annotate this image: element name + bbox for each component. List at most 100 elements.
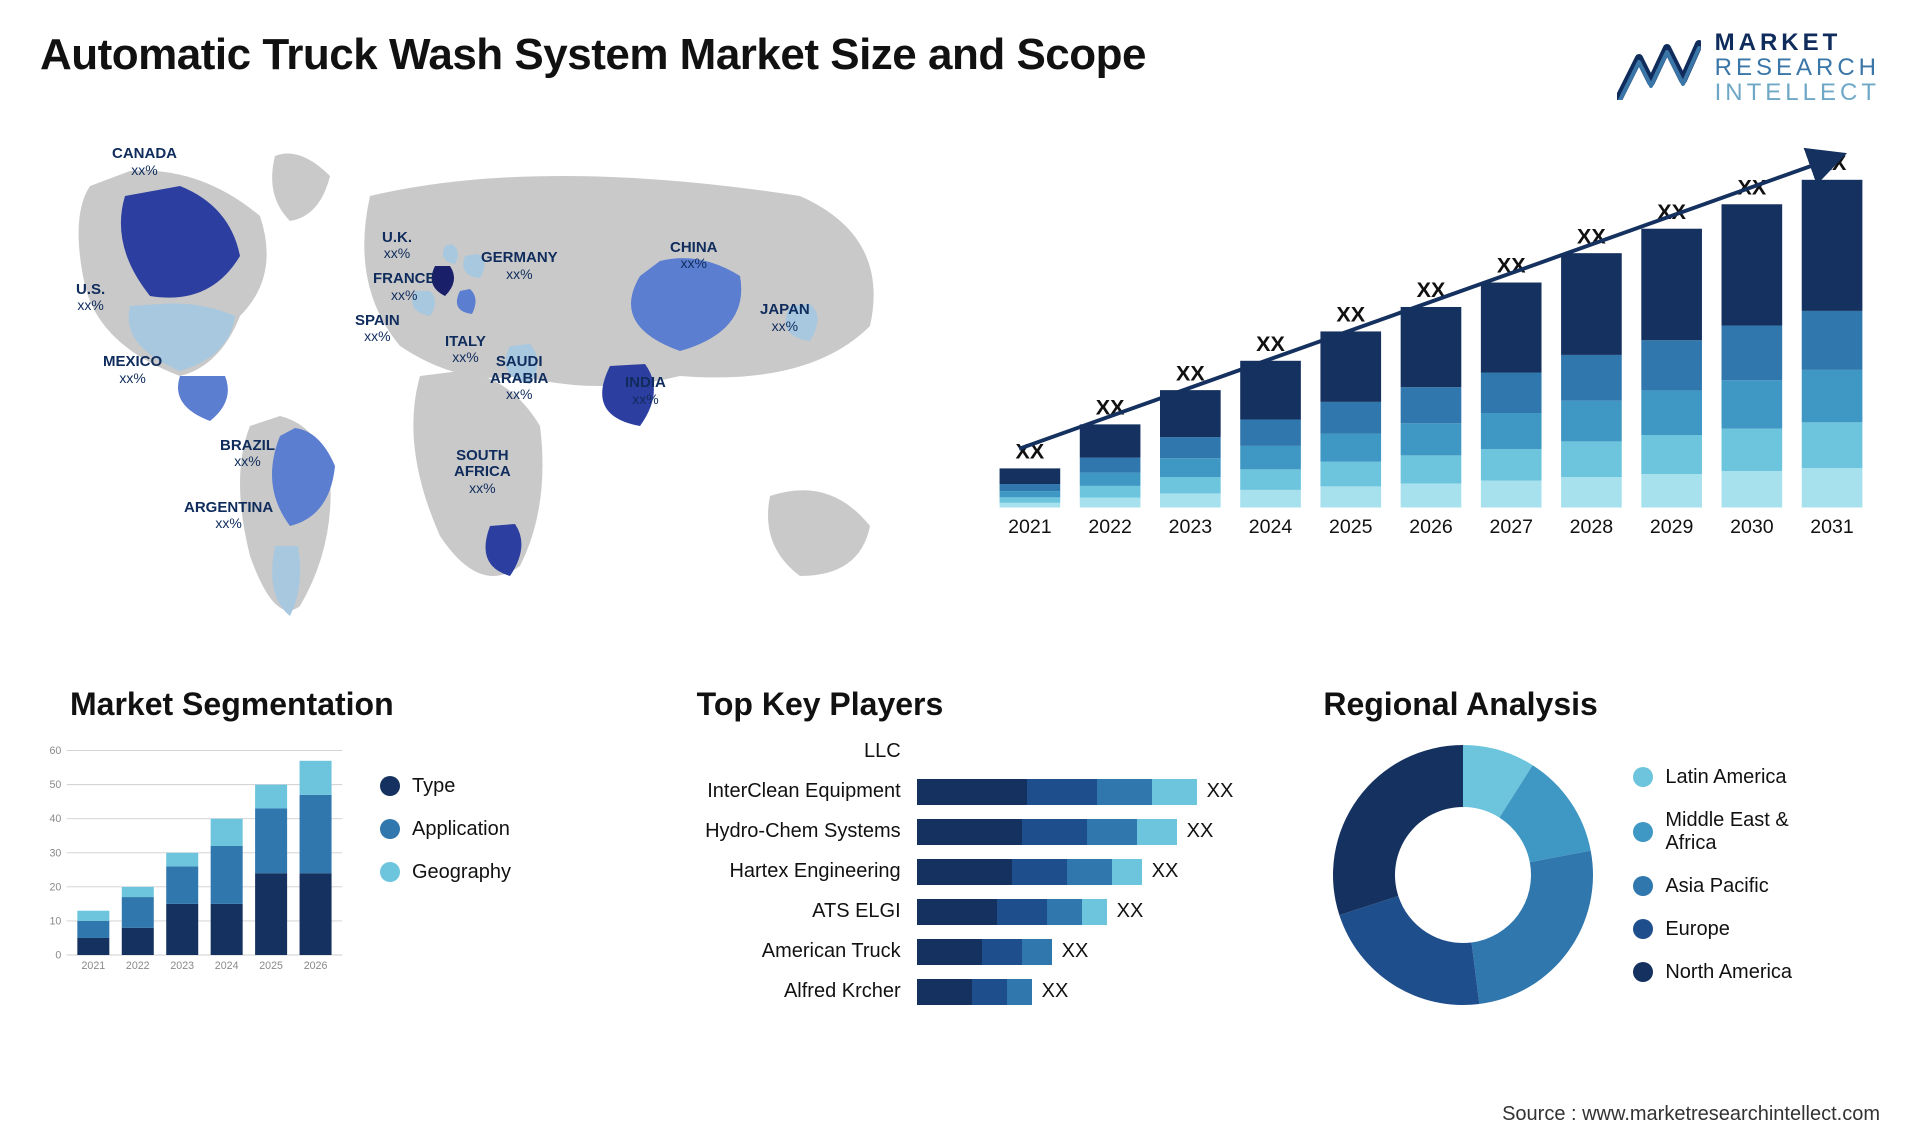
growth-year-label: 2025 [1329,516,1373,538]
keyplayers-panel: Top Key Players LLCInterClean EquipmentX… [667,686,1254,1066]
growth-bar-segment [1481,449,1542,481]
growth-year-label: 2021 [1008,516,1051,538]
keyplayer-value: XX [1117,900,1144,923]
growth-bar-segment [1722,380,1783,429]
growth-bar-label: XX [1336,302,1365,326]
growth-bar-segment [1641,474,1702,507]
growth-bar-segment [1481,413,1542,449]
growth-bar-segment [1320,331,1381,401]
regional-legend-item: North America [1633,961,1792,984]
growth-bar-segment [1722,471,1783,507]
growth-bar-segment [1481,480,1542,507]
growth-bar-label: XX [1256,332,1285,356]
keyplayer-bar-segment [997,899,1047,925]
brand-line1: MARKET [1715,30,1880,55]
growth-bar-segment [1802,310,1863,369]
segmentation-bar-segment [300,794,332,872]
growth-year-label: 2026 [1409,516,1453,538]
growth-bar-segment [1160,493,1221,507]
growth-bar-segment [1802,179,1863,310]
growth-bar-segment [1722,428,1783,470]
segmentation-bar-segment [255,873,287,955]
segmentation-panel: Market Segmentation 01020304050602021202… [40,686,627,1066]
legend-dot-icon [380,862,400,882]
growth-bar-segment [1561,253,1622,355]
keyplayer-row: ATS ELGIXX [697,895,1254,929]
segmentation-year-label: 2022 [126,960,150,972]
keyplayer-bar-segment [1007,979,1032,1005]
growth-bar-segment [1160,437,1221,458]
legend-label: Europe [1665,918,1730,941]
keyplayer-bar-segment [1027,779,1097,805]
segmentation-bar-segment [255,808,287,873]
growth-bar-segment [1561,477,1622,508]
growth-bar-segment [1401,455,1462,483]
keyplayer-bar-segment [917,819,1022,845]
growth-bar-segment [1240,419,1301,445]
keyplayer-name: Alfred Krcher [697,980,907,1003]
keyplayer-row: Alfred KrcherXX [697,975,1254,1009]
keyplayer-value: XX [1062,940,1089,963]
keyplayer-bar [917,939,1052,965]
keyplayer-bar [917,779,1197,805]
growth-bar-segment [1561,354,1622,400]
legend-label: North America [1665,961,1792,984]
svg-text:0: 0 [55,949,61,961]
keyplayer-value: XX [1187,820,1214,843]
keyplayer-bar-segment [1087,819,1137,845]
segmentation-bar-segment [211,818,243,845]
growth-bar-segment [1000,484,1061,491]
growth-bar-segment [1481,282,1542,372]
growth-bar-segment [1722,204,1783,325]
keyplayer-bar-segment [972,979,1007,1005]
donut-slice [1472,850,1593,1003]
growth-year-label: 2031 [1810,516,1853,538]
growth-bar-segment [1000,502,1061,507]
segmentation-title: Market Segmentation [40,686,627,723]
keyplayer-bar-segment [1097,779,1152,805]
keyplayer-bar-segment [917,979,972,1005]
regional-legend: Latin AmericaMiddle East &AfricaAsia Pac… [1633,766,1792,984]
growth-bar-segment [1240,445,1301,468]
segmentation-legend-item: Geography [380,861,511,884]
keyplayer-bar-segment [982,939,1022,965]
legend-dot-icon [1633,876,1653,896]
regional-legend-item: Europe [1633,918,1792,941]
keyplayers-title: Top Key Players [667,686,1254,723]
keyplayer-bar [917,859,1142,885]
regional-title: Regional Analysis [1293,686,1880,723]
brand-mark-icon [1617,36,1701,100]
legend-dot-icon [380,776,400,796]
world-map-svg [40,126,940,646]
keyplayer-name: Hydro-Chem Systems [697,820,907,843]
keyplayer-bar-segment [1047,899,1082,925]
growth-bar-segment [1561,441,1622,477]
keyplayer-bar-segment [917,939,982,965]
segmentation-bar-segment [211,903,243,954]
growth-bar-segment [1722,325,1783,380]
keyplayer-bar-segment [1022,939,1052,965]
keyplayer-row: Hartex EngineeringXX [697,855,1254,889]
growth-year-label: 2024 [1249,516,1293,538]
donut-slice [1340,896,1480,1005]
legend-label: Middle East &Africa [1665,809,1788,855]
growth-year-label: 2027 [1489,516,1532,538]
keyplayer-name: American Truck [697,940,907,963]
segmentation-legend: TypeApplicationGeography [380,735,511,1015]
source-text: Source : www.marketresearchintellect.com [1502,1103,1880,1126]
growth-bar-segment [1320,486,1381,507]
segmentation-bar-segment [77,920,109,937]
growth-bar-segment [1000,497,1061,502]
growth-bar-segment [1401,483,1462,507]
world-map-panel: CANADAxx%U.S.xx%MEXICOxx%BRAZILxx%ARGENT… [40,126,940,646]
segmentation-year-label: 2026 [304,960,328,972]
legend-label: Latin America [1665,766,1786,789]
svg-text:20: 20 [49,881,61,893]
growth-bar-segment [1240,489,1301,507]
growth-bar-segment [1320,461,1381,486]
regional-donut-svg [1323,735,1603,1015]
keyplayer-row: InterClean EquipmentXX [697,775,1254,809]
keyplayer-bar [917,899,1107,925]
growth-year-label: 2029 [1650,516,1693,538]
keyplayer-bar-segment [1012,859,1067,885]
